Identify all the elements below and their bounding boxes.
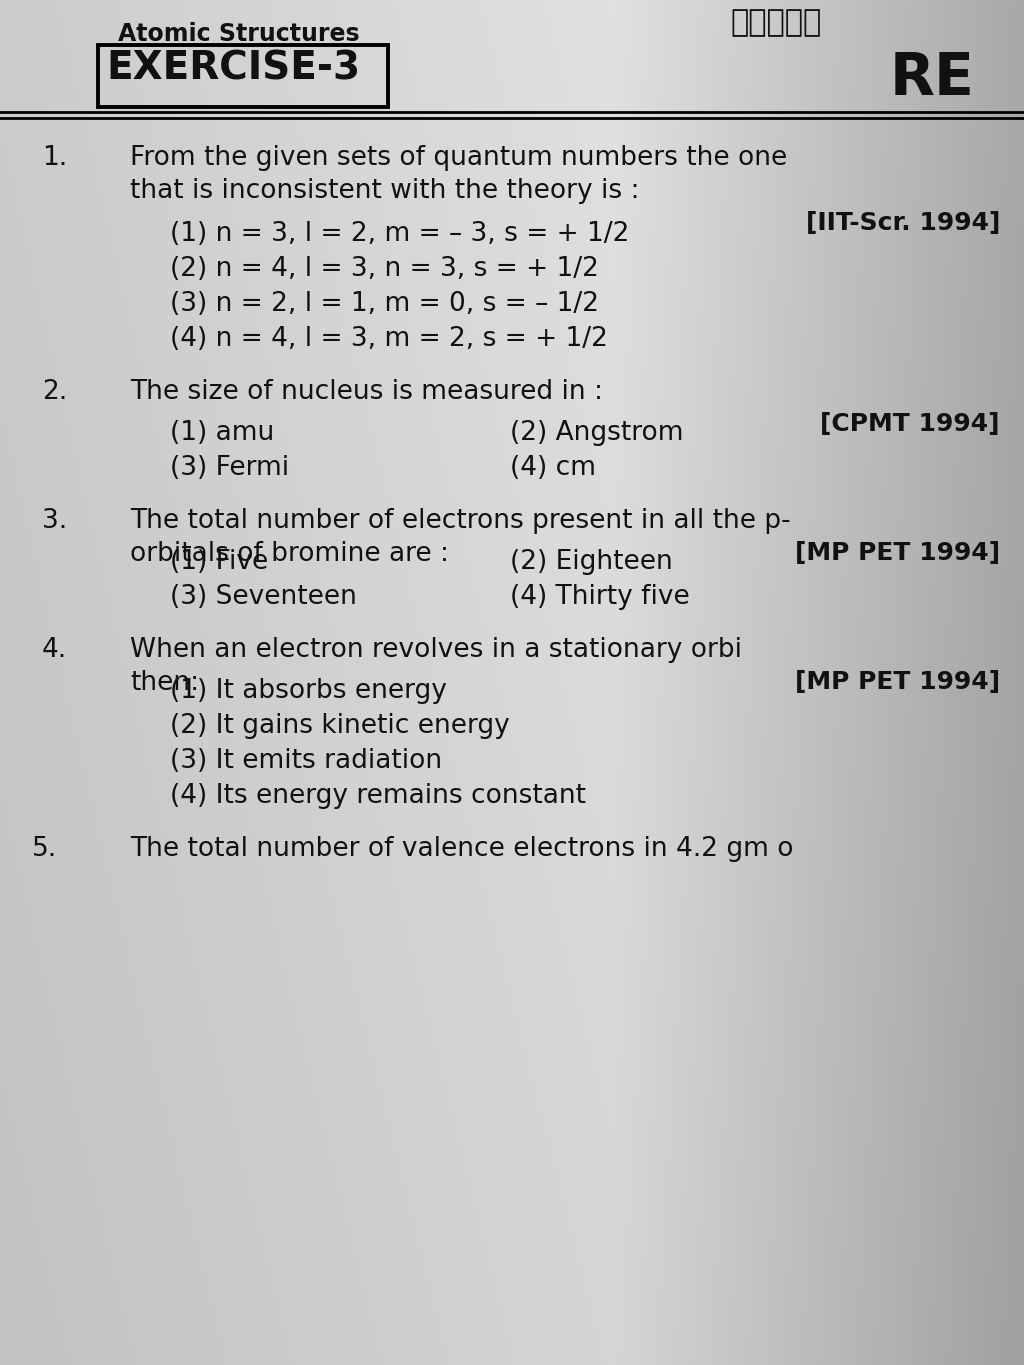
- Text: When an electron revolves in a stationary orbi: When an electron revolves in a stationar…: [130, 637, 742, 663]
- Text: orbitals of bromine are :: orbitals of bromine are :: [130, 541, 449, 566]
- Text: [MP PET 1994]: [MP PET 1994]: [795, 541, 1000, 565]
- Text: (1) It absorbs energy: (1) It absorbs energy: [170, 678, 446, 704]
- Text: 1.: 1.: [42, 145, 68, 171]
- Text: that is inconsistent with the theory is :: that is inconsistent with the theory is …: [130, 177, 640, 203]
- Text: आंग्य: आंग्य: [730, 8, 821, 37]
- Text: Atomic Structures: Atomic Structures: [118, 22, 359, 46]
- Text: then:: then:: [130, 670, 199, 696]
- Text: From the given sets of quantum numbers the one: From the given sets of quantum numbers t…: [130, 145, 787, 171]
- Text: (3) n = 2, l = 1, m = 0, s = – 1/2: (3) n = 2, l = 1, m = 0, s = – 1/2: [170, 291, 599, 317]
- Text: (4) Its energy remains constant: (4) Its energy remains constant: [170, 784, 586, 809]
- Text: EXERCISE-3: EXERCISE-3: [106, 51, 360, 87]
- Text: 5.: 5.: [32, 835, 57, 863]
- Text: (1) n = 3, l = 2, m = – 3, s = + 1/2: (1) n = 3, l = 2, m = – 3, s = + 1/2: [170, 221, 630, 247]
- Text: (4) Thirty five: (4) Thirty five: [510, 584, 690, 610]
- Text: (4) cm: (4) cm: [510, 455, 596, 480]
- Text: [CPMT 1994]: [CPMT 1994]: [820, 412, 1000, 435]
- Text: (1) amu: (1) amu: [170, 420, 274, 446]
- Text: The total number of electrons present in all the p-: The total number of electrons present in…: [130, 508, 791, 534]
- Text: (4) n = 4, l = 3, m = 2, s = + 1/2: (4) n = 4, l = 3, m = 2, s = + 1/2: [170, 326, 608, 352]
- Text: (2) n = 4, l = 3, n = 3, s = + 1/2: (2) n = 4, l = 3, n = 3, s = + 1/2: [170, 257, 599, 283]
- Text: [IIT-Scr. 1994]: [IIT-Scr. 1994]: [806, 212, 1000, 235]
- Text: 3.: 3.: [42, 508, 68, 534]
- Text: (3) Fermi: (3) Fermi: [170, 455, 289, 480]
- Text: 4.: 4.: [42, 637, 68, 663]
- Text: (3) It emits radiation: (3) It emits radiation: [170, 748, 442, 774]
- Text: (2) It gains kinetic energy: (2) It gains kinetic energy: [170, 713, 510, 738]
- Text: (2) Angstrom: (2) Angstrom: [510, 420, 683, 446]
- Text: The size of nucleus is measured in :: The size of nucleus is measured in :: [130, 379, 603, 405]
- Text: (2) Eighteen: (2) Eighteen: [510, 549, 673, 575]
- Text: [MP PET 1994]: [MP PET 1994]: [795, 670, 1000, 693]
- Text: RE: RE: [890, 51, 975, 106]
- Text: (1) Five: (1) Five: [170, 549, 268, 575]
- Text: (3) Seventeen: (3) Seventeen: [170, 584, 357, 610]
- Text: The total number of valence electrons in 4.2 gm o: The total number of valence electrons in…: [130, 835, 794, 863]
- Text: 2.: 2.: [42, 379, 68, 405]
